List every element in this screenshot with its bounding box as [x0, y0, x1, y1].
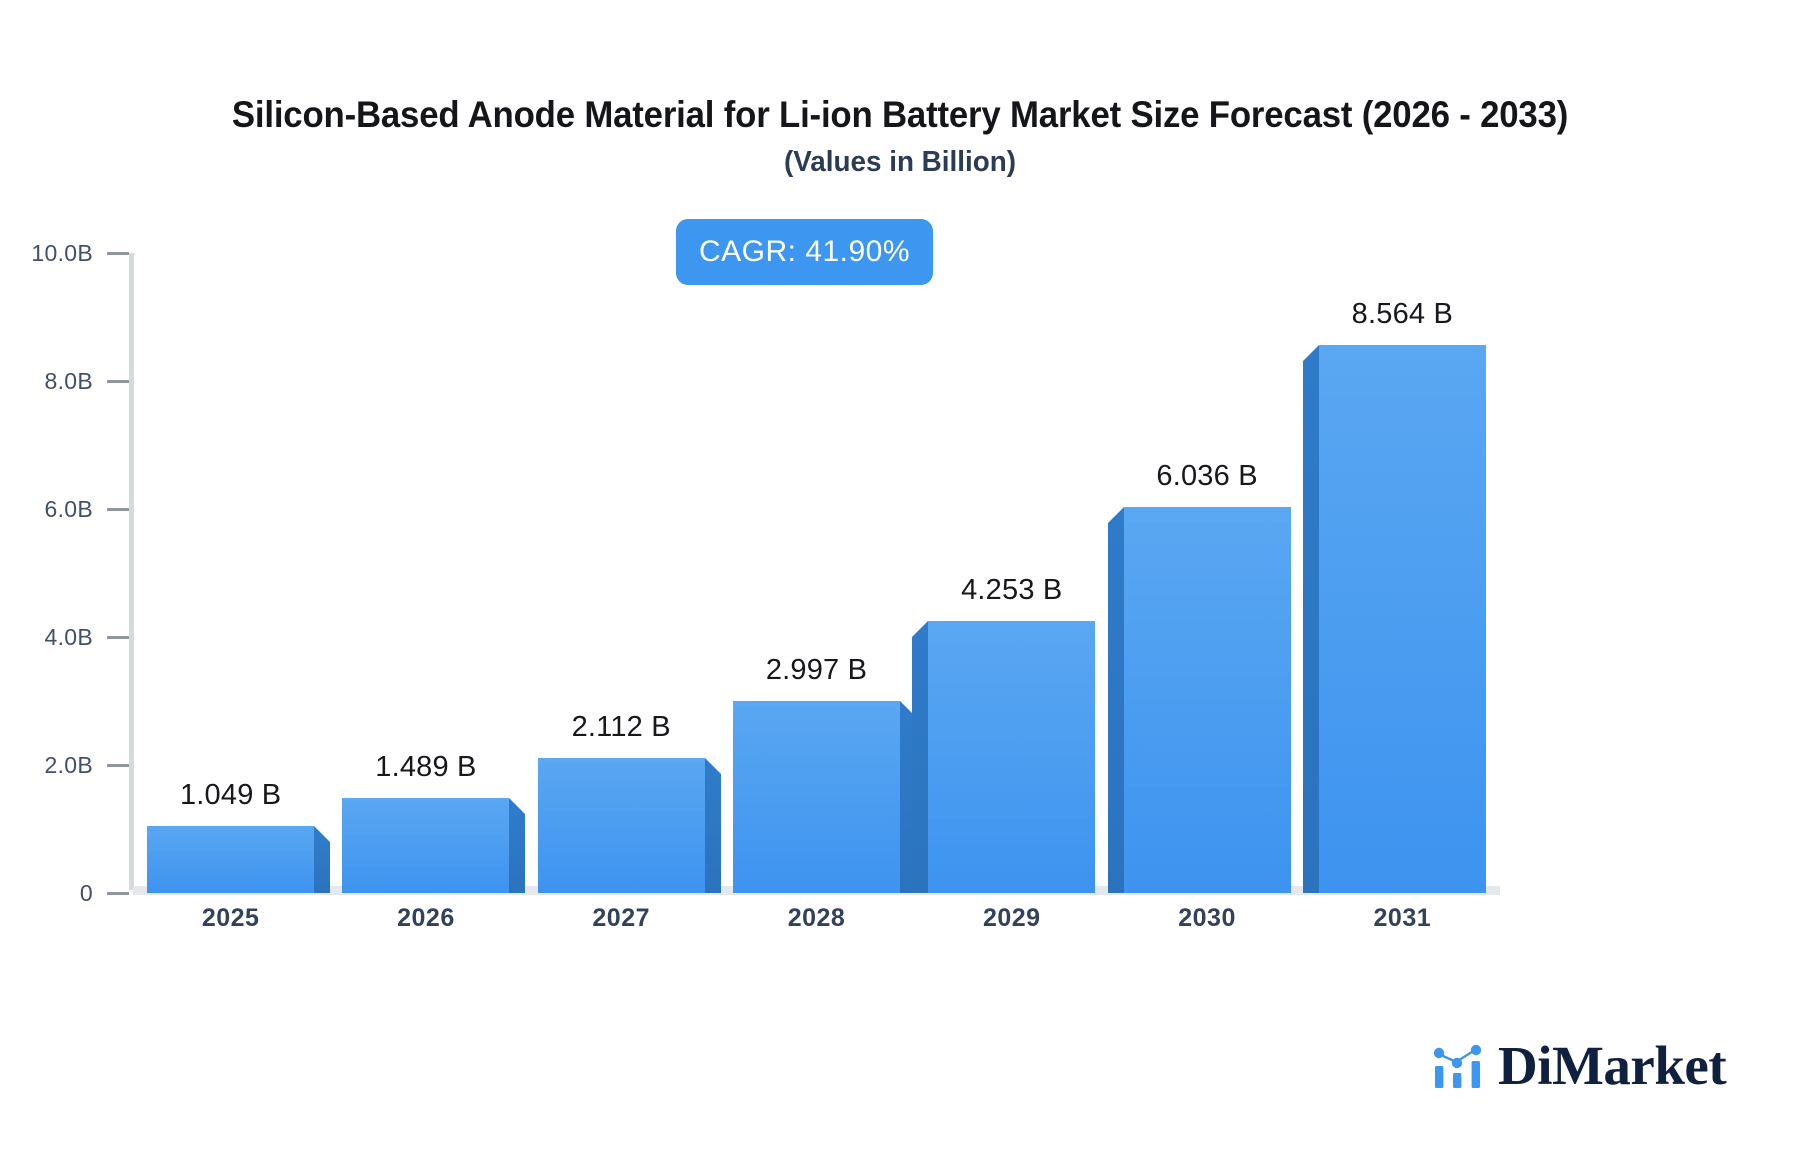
bar-top-bevel — [1107, 506, 1124, 523]
x-axis-label-2025: 2025 — [201, 904, 260, 932]
bar-front-face — [342, 797, 510, 893]
bar-front-face — [1318, 344, 1486, 893]
bar-value-label: 8.564 B — [1351, 297, 1454, 330]
y-axis-tick-label: 8.0B — [44, 367, 93, 394]
chart-title: Silicon-Based Anode Material for Li-ion … — [231, 94, 1569, 135]
y-axis-tick-label: 0 — [79, 879, 93, 906]
bar-top-bevel — [704, 757, 721, 774]
bar-chart-icon — [1433, 1044, 1482, 1088]
y-axis-tick-mark — [107, 251, 129, 255]
bar-top-bevel — [509, 797, 526, 814]
y-axis-tick-mark — [107, 891, 129, 895]
bar-front-face — [1123, 506, 1291, 893]
x-axis-label-2028: 2028 — [787, 904, 846, 932]
bar-top-bevel — [314, 825, 331, 842]
y-axis: 10.0B 8.0B 6.0B 4.0B 2.0B 0 — [0, 240, 129, 906]
bar-value-label: 1.489 B — [375, 750, 477, 783]
bar-2028[interactable]: 2.997 B — [733, 654, 916, 893]
bar-value-label: 2.997 B — [765, 654, 868, 687]
y-axis-tick-label: 2.0B — [44, 751, 93, 778]
y-axis-tick: 10.0B — [31, 239, 129, 266]
y-axis-tick-label: 10.0B — [31, 239, 93, 266]
y-axis-tick-mark — [107, 763, 129, 767]
brand-name: DiMarket — [1498, 1035, 1727, 1096]
bar-value-label: 2.112 B — [571, 710, 671, 743]
bar-side-face — [1302, 360, 1319, 893]
bar-front-face — [733, 701, 900, 893]
bar-2029[interactable]: 4.253 B — [912, 574, 1096, 893]
bar-front-face — [537, 757, 705, 893]
bar-2025[interactable]: 1.049 B — [147, 779, 331, 893]
bar-side-face — [509, 813, 526, 893]
x-axis-label-2029: 2029 — [982, 904, 1041, 932]
y-axis-tick: 2.0B — [44, 751, 129, 778]
y-axis-tick: 8.0B — [44, 367, 129, 394]
x-axis-label-2026: 2026 — [397, 904, 455, 932]
bar-top-bevel — [900, 701, 916, 718]
bar-2031[interactable]: 8.564 B — [1302, 298, 1486, 893]
bar-side-face — [912, 636, 929, 893]
bar-front-face — [928, 620, 1096, 893]
y-axis-tick-mark — [107, 379, 129, 383]
bar-side-face — [704, 773, 721, 893]
y-axis-tick-label: 4.0B — [44, 623, 93, 650]
y-axis-tick: 4.0B — [44, 623, 129, 650]
cagr-badge: CAGR: 41.90% — [676, 219, 933, 285]
bar-value-label: 1.049 B — [179, 778, 282, 811]
bar-value-label: 4.253 B — [961, 573, 1063, 606]
bar-side-face — [1107, 522, 1124, 893]
y-axis-tick: 6.0B — [44, 495, 129, 522]
bar-front-face — [147, 825, 315, 893]
plot-area: 1.049 B 1.489 B 2.112 B 2.997 B 4.253 B 6.036… — [133, 253, 1500, 893]
bar-2030[interactable]: 6.036 B — [1107, 460, 1291, 893]
y-axis-tick: 0 — [79, 879, 129, 906]
bar-2026[interactable]: 1.489 B — [342, 751, 526, 893]
y-axis-tick-label: 6.0B — [44, 495, 93, 522]
y-axis-line — [129, 253, 134, 890]
bar-side-face — [900, 717, 916, 893]
bar-top-bevel — [1302, 344, 1319, 361]
bar-top-bevel — [912, 620, 929, 637]
bar-value-label: 6.036 B — [1156, 459, 1258, 492]
bar-2027[interactable]: 2.112 B — [537, 711, 721, 893]
x-axis-label-2031: 2031 — [1373, 904, 1432, 932]
chart-subtitle: (Values in Billion) — [783, 146, 1017, 178]
x-axis-label-2030: 2030 — [1178, 904, 1236, 932]
brand-logo: DiMarket — [1432, 1035, 1727, 1096]
bar-side-face — [314, 841, 331, 893]
y-axis-tick-mark — [107, 507, 129, 511]
cagr-badge-label: CAGR: 41.90% — [698, 235, 911, 268]
y-axis-tick-mark — [107, 635, 129, 639]
x-axis-label-2027: 2027 — [592, 904, 651, 932]
